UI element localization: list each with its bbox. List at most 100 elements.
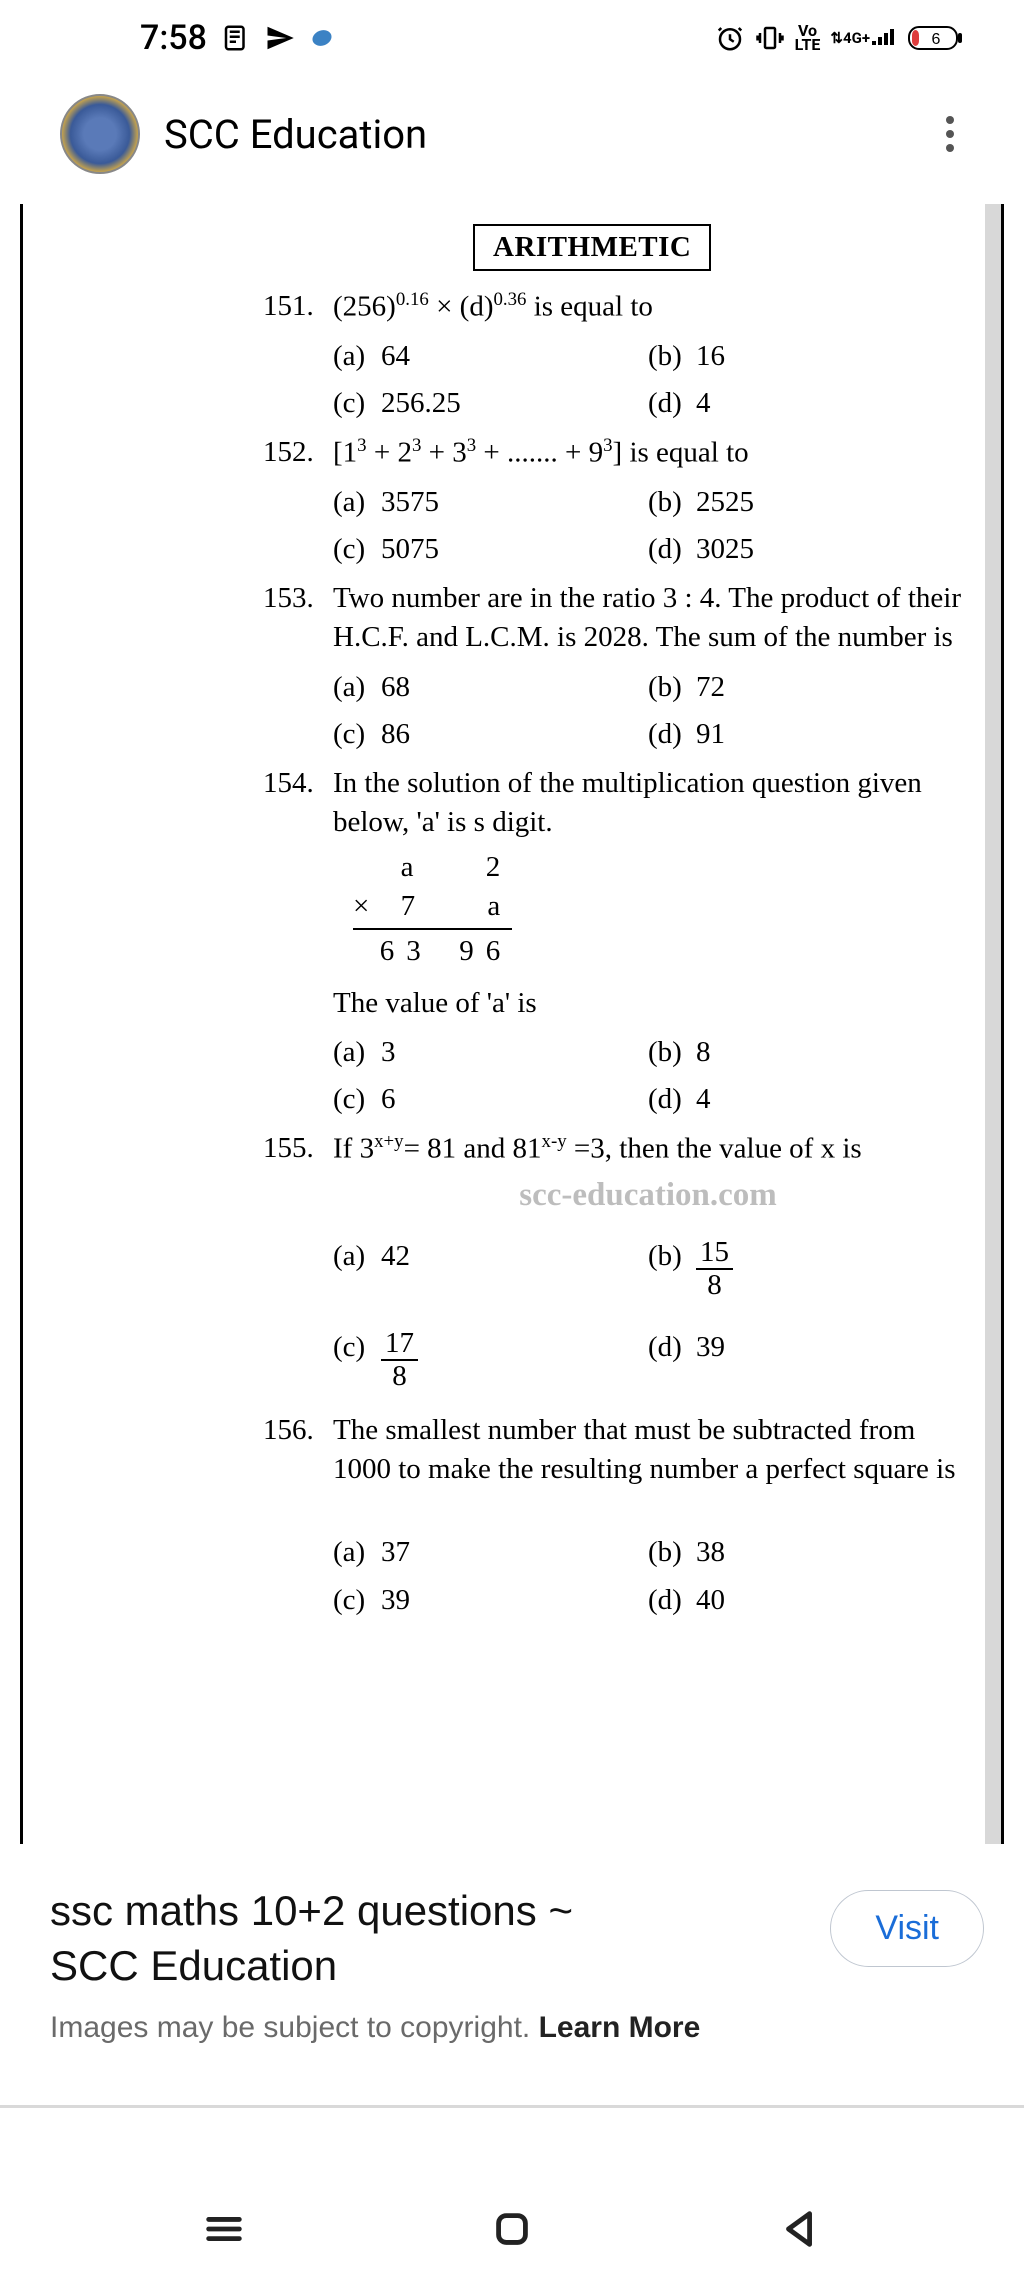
system-navbar <box>0 2176 1024 2286</box>
question-row: 154.In the solution of the multiplicatio… <box>263 764 963 1123</box>
page-header: SCC Education <box>0 76 1024 204</box>
notif-icon-1 <box>221 23 251 53</box>
option-value: 4 <box>696 1080 711 1119</box>
option-value: 6 <box>381 1080 396 1119</box>
question-body: If 3x+y= 81 and 81x-y =3, then the value… <box>333 1129 963 1405</box>
options: (a)64(b)16(c)256.25(d)4 <box>333 333 963 427</box>
option-value: 64 <box>381 337 410 376</box>
calc-block: a 2× 7 a63 96 <box>353 848 512 971</box>
visit-button[interactable]: Visit <box>830 1890 984 1967</box>
vibrate-icon <box>755 23 785 53</box>
option-label: (d) <box>648 1581 696 1620</box>
app-icon <box>309 25 335 51</box>
question-text: Two number are in the ratio 3 : 4. The p… <box>333 579 963 657</box>
question-row: 155.If 3x+y= 81 and 81x-y =3, then the v… <box>263 1129 963 1405</box>
option-value: 5075 <box>381 530 439 569</box>
home-icon[interactable] <box>489 2206 535 2256</box>
option-value: 39 <box>381 1581 410 1620</box>
send-icon <box>265 23 295 53</box>
option-label: (d) <box>648 384 696 423</box>
options: (a)37(b)38(c)39(d)40 <box>333 1529 963 1623</box>
content-wrap: ARITHMETIC 151.(256)0.16 × (d)0.36 is eq… <box>0 204 1024 1844</box>
option: (a)3575 <box>333 479 648 526</box>
document-frame[interactable]: ARITHMETIC 151.(256)0.16 × (d)0.36 is eq… <box>20 204 1004 1844</box>
option-label: (d) <box>648 530 696 569</box>
option-value: 4 <box>696 384 711 423</box>
status-left: 7:58 <box>140 18 335 58</box>
option: (b)2525 <box>648 479 963 526</box>
question-number: 156. <box>263 1411 333 1624</box>
option: (b)8 <box>648 1029 963 1076</box>
option: (c)5075 <box>333 526 648 573</box>
question-body: The smallest number that must be subtrac… <box>333 1411 963 1624</box>
footer-title[interactable]: ssc maths 10+2 questions ~ SCC Education <box>50 1884 700 1993</box>
option-label: (c) <box>333 1080 381 1119</box>
option: (b)16 <box>648 333 963 380</box>
option-label: (a) <box>333 1237 381 1300</box>
question-row: 151.(256)0.16 × (d)0.36 is equal to(a)64… <box>263 287 963 427</box>
question-row: 152.[13 + 23 + 33 + ....... + 93] is equ… <box>263 433 963 573</box>
option: (b)72 <box>648 664 963 711</box>
option-value: 16 <box>696 337 725 376</box>
question-number: 152. <box>263 433 333 573</box>
page-inner: ARITHMETIC 151.(256)0.16 × (d)0.36 is eq… <box>263 224 963 1624</box>
option: (b)158 <box>648 1223 963 1314</box>
time-text: 7:58 <box>140 18 207 58</box>
question-number: 154. <box>263 764 333 1123</box>
option: (d)4 <box>648 380 963 427</box>
status-bar: 7:58 VoLTE ⇅4G+ 6 <box>0 0 1024 76</box>
battery-icon: 6 <box>908 24 964 52</box>
option-value: 2525 <box>696 483 754 522</box>
channel-avatar[interactable] <box>60 94 140 174</box>
divider <box>0 2105 1024 2108</box>
question-row: 153.Two number are in the ratio 3 : 4. T… <box>263 579 963 758</box>
signal-icon: ⇅4G+ <box>830 29 898 47</box>
svg-text:6: 6 <box>932 31 941 48</box>
option: (c)256.25 <box>333 380 648 427</box>
learn-more-link[interactable]: Learn More <box>539 2011 701 2044</box>
option: (c)86 <box>333 711 648 758</box>
option: (a)64 <box>333 333 648 380</box>
question-text: The smallest number that must be subtrac… <box>333 1411 963 1489</box>
option: (c)6 <box>333 1076 648 1123</box>
option: (b)38 <box>648 1529 963 1576</box>
option-label: (a) <box>333 483 381 522</box>
watermark-text: scc-education.com <box>333 1173 963 1218</box>
questions-container: 151.(256)0.16 × (d)0.36 is equal to(a)64… <box>263 287 963 1624</box>
option: (a)3 <box>333 1029 648 1076</box>
status-right: VoLTE ⇅4G+ 6 <box>715 23 964 53</box>
scrollbar[interactable] <box>985 204 1001 1844</box>
channel-title[interactable]: SCC Education <box>164 111 922 158</box>
option: (c)178 <box>333 1314 648 1405</box>
question-number: 151. <box>263 287 333 427</box>
option-label: (a) <box>333 668 381 707</box>
option-label: (b) <box>648 668 696 707</box>
section-title: ARITHMETIC <box>473 224 711 271</box>
question-number: 155. <box>263 1129 333 1405</box>
option-value: 40 <box>696 1581 725 1620</box>
volte-icon: VoLTE <box>795 24 821 53</box>
footer-sub: Images may be subject to copyright. Lear… <box>50 2011 700 2045</box>
option: (d)3025 <box>648 526 963 573</box>
option: (d)91 <box>648 711 963 758</box>
option-value: 42 <box>381 1237 410 1300</box>
option-value: 91 <box>696 715 725 754</box>
option: (d)4 <box>648 1076 963 1123</box>
option-value: 86 <box>381 715 410 754</box>
question-row: 156.The smallest number that must be sub… <box>263 1411 963 1624</box>
option-label: (b) <box>648 1237 696 1300</box>
question-text: If 3x+y= 81 and 81x-y =3, then the value… <box>333 1129 963 1169</box>
recent-apps-icon[interactable] <box>201 2206 247 2256</box>
option-label: (d) <box>648 715 696 754</box>
option-label: (b) <box>648 337 696 376</box>
option-value: 8 <box>696 1033 711 1072</box>
option-label: (c) <box>333 715 381 754</box>
back-icon[interactable] <box>777 2206 823 2256</box>
option-label: (d) <box>648 1080 696 1119</box>
option-value: 3025 <box>696 530 754 569</box>
more-menu-icon[interactable] <box>946 116 984 152</box>
option-value: 39 <box>696 1328 725 1391</box>
question-body: (256)0.16 × (d)0.36 is equal to(a)64(b)1… <box>333 287 963 427</box>
option-label: (a) <box>333 337 381 376</box>
question-body: [13 + 23 + 33 + ....... + 93] is equal t… <box>333 433 963 573</box>
